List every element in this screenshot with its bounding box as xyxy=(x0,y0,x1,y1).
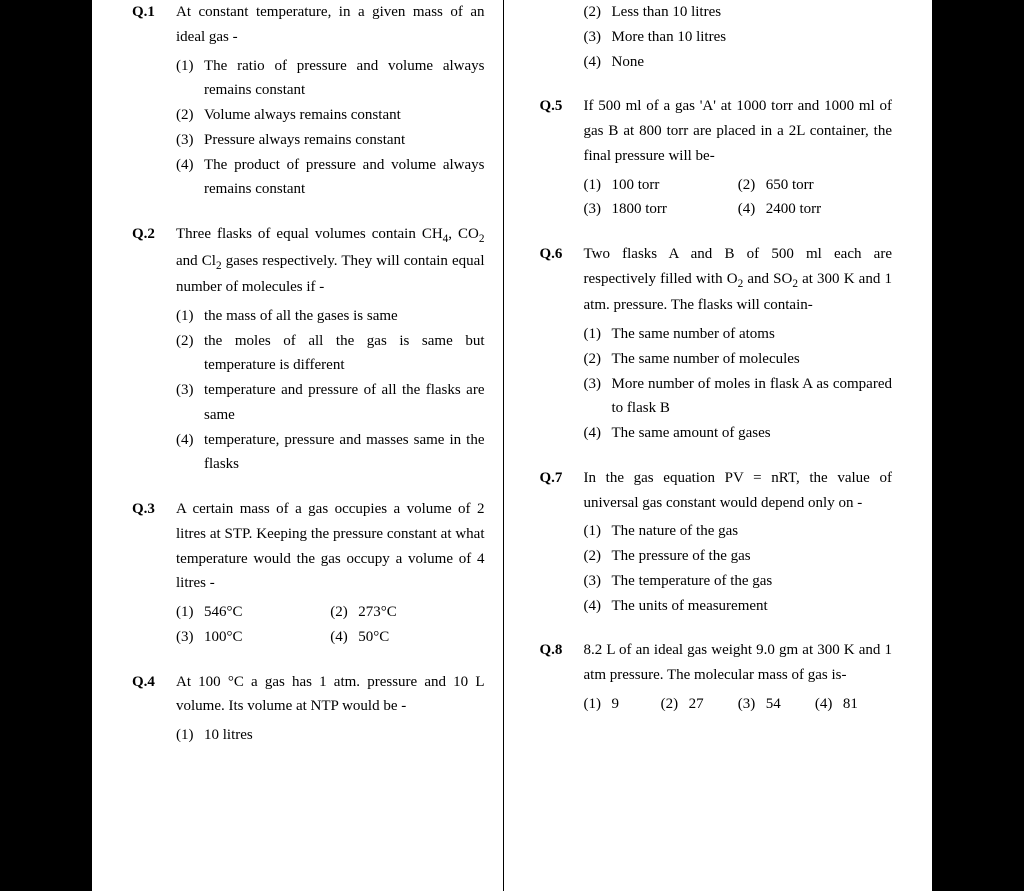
q3-opt2: (2)273°C xyxy=(330,600,484,625)
q3-opt4: (4)50°C xyxy=(330,625,484,650)
q2-body: Three flasks of equal volumes contain CH… xyxy=(176,222,485,477)
q6-number: Q.6 xyxy=(540,242,574,446)
q4-opt4: (4)None xyxy=(584,50,893,75)
q7-opt1: (1)The nature of the gas xyxy=(584,519,893,544)
q6-opt2: (2)The same number of molecules xyxy=(584,347,893,372)
q1-stem: At constant temperature, in a given mass… xyxy=(176,0,485,50)
q5-opt1: (1)100 torr xyxy=(584,173,738,198)
q1-opt1: (1)The ratio of pressure and volume alwa… xyxy=(176,54,485,104)
question-4: Q.4 At 100 °C a gas has 1 atm. pressure … xyxy=(132,670,485,748)
q2-opt2: (2)the moles of all the gas is same but … xyxy=(176,329,485,379)
q5-body: If 500 ml of a gas 'A' at 1000 torr and … xyxy=(584,94,893,222)
q2-opt3: (3)temperature and pressure of all the f… xyxy=(176,378,485,428)
q1-opt2: (2)Volume always remains constant xyxy=(176,103,485,128)
q8-opt4: (4)81 xyxy=(815,692,892,717)
q2-number: Q.2 xyxy=(132,222,166,477)
question-5: Q.5 If 500 ml of a gas 'A' at 1000 torr … xyxy=(540,94,893,222)
left-column: Q.1 At constant temperature, in a given … xyxy=(132,0,504,891)
question-7: Q.7 In the gas equation PV = nRT, the va… xyxy=(540,466,893,619)
q1-number: Q.1 xyxy=(132,0,166,202)
q6-opt3: (3)More number of moles in flask A as co… xyxy=(584,372,893,422)
question-1: Q.1 At constant temperature, in a given … xyxy=(132,0,485,202)
q2-options: (1)the mass of all the gases is same (2)… xyxy=(176,304,485,477)
q8-opt1: (1)9 xyxy=(584,692,661,717)
question-3: Q.3 A certain mass of a gas occupies a v… xyxy=(132,497,485,650)
q2-opt4: (4)temperature, pressure and masses same… xyxy=(176,428,485,478)
q4-stem: At 100 °C a gas has 1 atm. pressure and … xyxy=(176,670,485,720)
q1-body: At constant temperature, in a given mass… xyxy=(176,0,485,202)
q6-body: Two flasks A and B of 500 ml each are re… xyxy=(584,242,893,446)
q3-body: A certain mass of a gas occupies a volum… xyxy=(176,497,485,650)
q7-number: Q.7 xyxy=(540,466,574,619)
q7-stem: In the gas equation PV = nRT, the value … xyxy=(584,466,893,516)
q4-opt1: (1)10 litres xyxy=(176,723,485,748)
q8-body: 8.2 L of an ideal gas weight 9.0 gm at 3… xyxy=(584,638,893,716)
q8-opt2: (2)27 xyxy=(661,692,738,717)
question-8: Q.8 8.2 L of an ideal gas weight 9.0 gm … xyxy=(540,638,893,716)
q3-opt3: (3)100°C xyxy=(176,625,330,650)
q7-options: (1)The nature of the gas (2)The pressure… xyxy=(584,519,893,618)
q4c-spacer xyxy=(540,0,574,74)
q2-opt1: (1)the mass of all the gases is same xyxy=(176,304,485,329)
q2-stem: Three flasks of equal volumes contain CH… xyxy=(176,222,485,300)
q4c-body: (2)Less than 10 litres (3)More than 10 l… xyxy=(584,0,893,74)
q8-number: Q.8 xyxy=(540,638,574,716)
q3-options: (1)546°C (2)273°C (3)100°C (4)50°C xyxy=(176,600,485,650)
q7-opt4: (4)The units of measurement xyxy=(584,594,893,619)
q5-opt2: (2)650 torr xyxy=(738,173,892,198)
q5-opt4: (4)2400 torr xyxy=(738,197,892,222)
q6-stem: Two flasks A and B of 500 ml each are re… xyxy=(584,242,893,318)
q7-opt2: (2)The pressure of the gas xyxy=(584,544,893,569)
q4-options-part2: (2)Less than 10 litres (3)More than 10 l… xyxy=(584,0,893,74)
q4-number: Q.4 xyxy=(132,670,166,748)
q8-options: (1)9 (2)27 (3)54 (4)81 xyxy=(584,692,893,717)
q5-stem: If 500 ml of a gas 'A' at 1000 torr and … xyxy=(584,94,893,168)
q8-opt3: (3)54 xyxy=(738,692,815,717)
q4-options-part1: (1)10 litres xyxy=(176,723,485,748)
q7-body: In the gas equation PV = nRT, the value … xyxy=(584,466,893,619)
q6-opt4: (4)The same amount of gases xyxy=(584,421,893,446)
q5-number: Q.5 xyxy=(540,94,574,222)
q1-opt3: (3)Pressure always remains constant xyxy=(176,128,485,153)
q1-options: (1)The ratio of pressure and volume alwa… xyxy=(176,54,485,203)
q6-opt1: (1)The same number of atoms xyxy=(584,322,893,347)
right-column: (2)Less than 10 litres (3)More than 10 l… xyxy=(540,0,893,891)
q1-opt4: (4)The product of pressure and volume al… xyxy=(176,153,485,203)
question-4-cont: (2)Less than 10 litres (3)More than 10 l… xyxy=(540,0,893,74)
q3-opt1: (1)546°C xyxy=(176,600,330,625)
q3-stem: A certain mass of a gas occupies a volum… xyxy=(176,497,485,596)
q8-stem: 8.2 L of an ideal gas weight 9.0 gm at 3… xyxy=(584,638,893,688)
page: Q.1 At constant temperature, in a given … xyxy=(92,0,932,891)
q5-options: (1)100 torr (2)650 torr (3)1800 torr (4)… xyxy=(584,173,893,223)
q3-number: Q.3 xyxy=(132,497,166,650)
q5-opt3: (3)1800 torr xyxy=(584,197,738,222)
q4-body: At 100 °C a gas has 1 atm. pressure and … xyxy=(176,670,485,748)
question-2: Q.2 Three flasks of equal volumes contai… xyxy=(132,222,485,477)
q6-options: (1)The same number of atoms (2)The same … xyxy=(584,322,893,446)
q4-opt3: (3)More than 10 litres xyxy=(584,25,893,50)
q7-opt3: (3)The temperature of the gas xyxy=(584,569,893,594)
q4-opt2: (2)Less than 10 litres xyxy=(584,0,893,25)
question-6: Q.6 Two flasks A and B of 500 ml each ar… xyxy=(540,242,893,446)
